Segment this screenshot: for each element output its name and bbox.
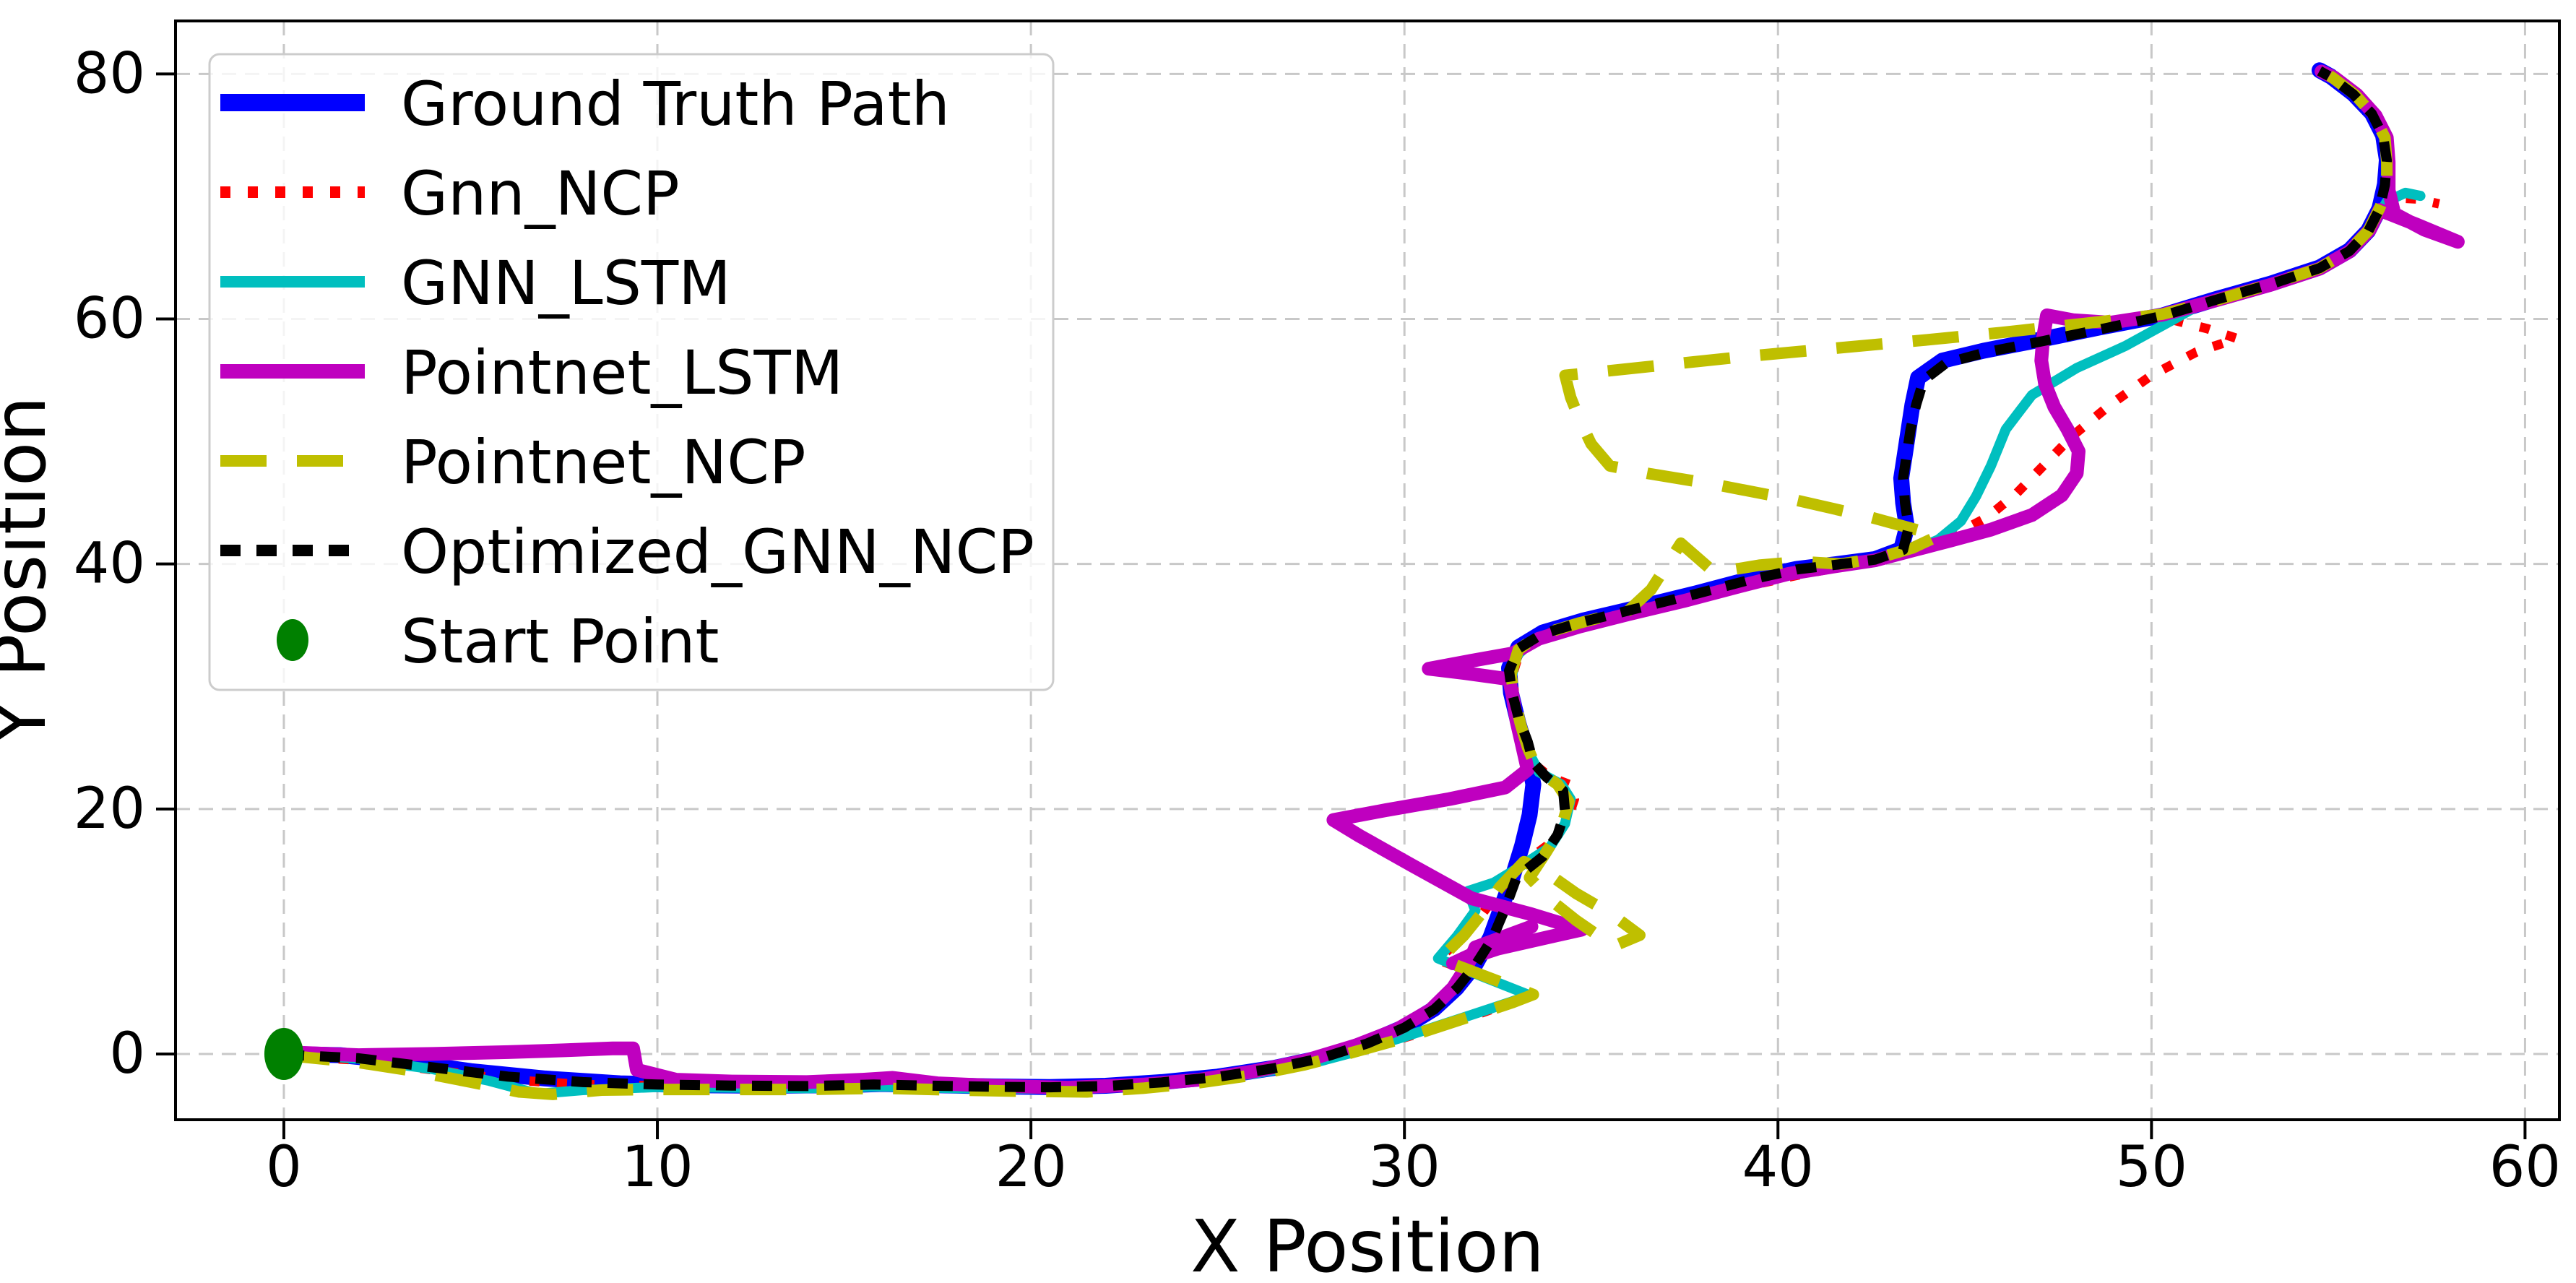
y-tick-label: 20 — [74, 777, 145, 842]
y-tick-label: 80 — [74, 41, 145, 106]
start-point-marker — [264, 1027, 303, 1080]
x-axis-label: X Position — [1190, 1204, 1544, 1280]
legend-box — [208, 53, 1055, 691]
x-tick-label: 60 — [2489, 1135, 2561, 1200]
legend-item-ground-truth-path: Ground Truth Path — [220, 69, 950, 139]
legend-item-pointnet-ncp: Pointnet_NCP — [220, 427, 806, 498]
axes-spines — [174, 20, 2561, 1121]
legend-item-optimized-gnn-ncp: Optimized_GNN_NCP — [220, 517, 1034, 587]
y-tick-label: 60 — [74, 287, 145, 352]
x-tick-label: 10 — [621, 1135, 693, 1200]
y-tick-label: 40 — [74, 532, 145, 597]
plot-area — [264, 62, 2465, 1100]
x-tick-label: 20 — [995, 1135, 1066, 1200]
series-pointnet-ncp — [283, 66, 2393, 1100]
tick-marks — [156, 72, 2527, 1139]
x-tick-label: 40 — [1742, 1135, 1814, 1200]
legend-label: Pointnet_NCP — [401, 427, 806, 498]
y-tick-label: 0 — [109, 1021, 145, 1087]
x-tick-label: 30 — [1369, 1135, 1440, 1200]
legend-label: Pointnet_LSTM — [401, 337, 843, 408]
y-axis-label: Y Position — [0, 396, 62, 745]
x-tick-label: 50 — [2116, 1135, 2187, 1200]
x-tick-label: 0 — [266, 1135, 302, 1200]
legend-label: Optimized_GNN_NCP — [401, 517, 1034, 587]
legend-item-gnn-lstm: GNN_LSTM — [220, 248, 731, 319]
legend-item-pointnet-lstm: Pointnet_LSTM — [220, 337, 843, 408]
legend-item-gnn-ncp: Gnn_NCP — [220, 158, 680, 229]
legend-label: Start Point — [401, 606, 719, 677]
legend-start-point-marker — [277, 619, 308, 661]
series-optimized-gnn-ncp — [283, 66, 2393, 1093]
legend-item-start-point: Start Point — [277, 606, 719, 677]
legend-label: Ground Truth Path — [401, 69, 950, 139]
legend: Ground Truth Path Gnn_NCP GNN_LSTM Pointnet… — [208, 53, 1055, 691]
tick-labels: 0 10 20 30 40 50 60 0 20 40 60 80 — [74, 41, 2561, 1199]
legend-label: GNN_LSTM — [401, 248, 731, 319]
legend-label: Gnn_NCP — [401, 158, 680, 229]
